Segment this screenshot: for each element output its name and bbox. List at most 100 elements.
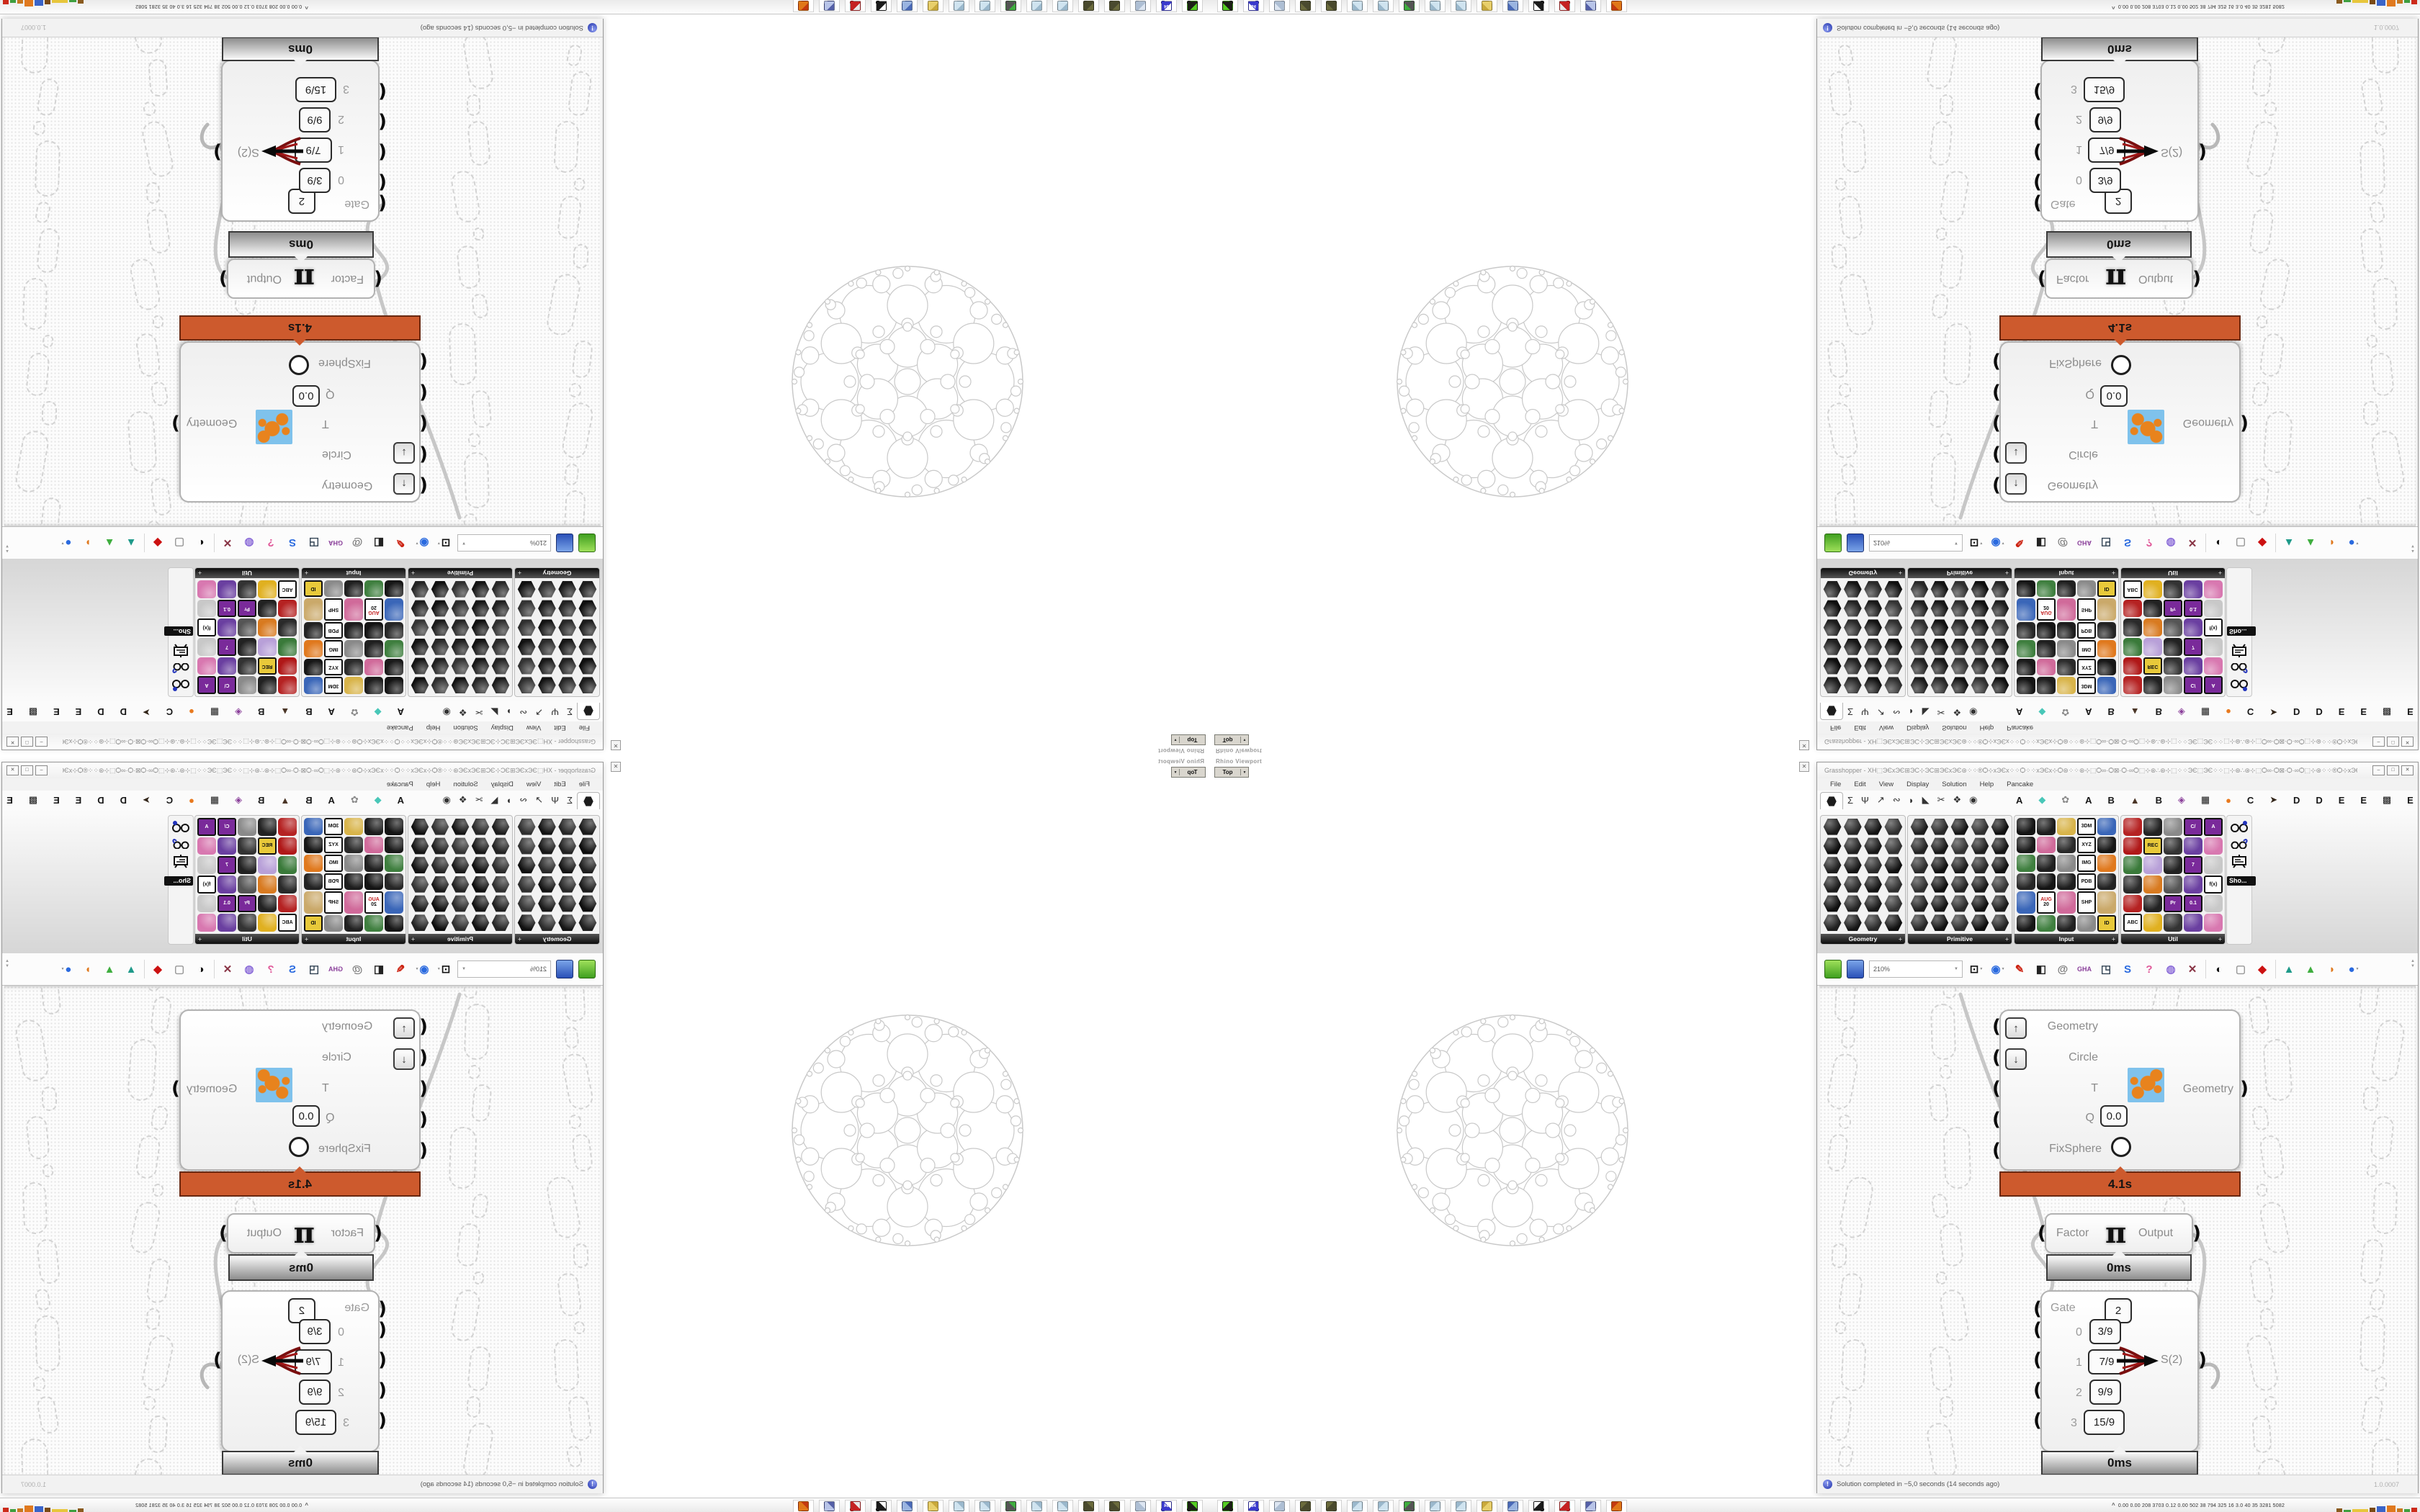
palette-icon[interactable]	[1930, 914, 1949, 932]
tab-params[interactable]	[1820, 792, 1843, 810]
dark-ball-icon[interactable]	[1078, 1500, 1099, 1512]
palette-icon[interactable]	[431, 580, 449, 598]
palette-icon[interactable]	[2097, 677, 2116, 694]
palette-icon[interactable]	[1823, 676, 1842, 694]
palette-icon[interactable]	[2184, 657, 2202, 675]
palette-icon[interactable]	[558, 580, 577, 598]
notepad-icon[interactable]	[949, 1500, 969, 1512]
palette-icon[interactable]	[411, 876, 429, 894]
palette-icon[interactable]	[278, 657, 297, 675]
plugin-tab-B-4[interactable]: B	[305, 794, 313, 806]
zoom-extents-icon[interactable]: ⊡	[435, 960, 452, 978]
palette-icon[interactable]	[1864, 600, 1883, 618]
notepad-icon[interactable]	[1373, 0, 1394, 12]
plugin-tab-icon-1[interactable]: ◆	[2038, 794, 2046, 805]
zoom-select[interactable]: 210% ▼	[1869, 960, 1963, 978]
palette-icon[interactable]	[2143, 676, 2162, 694]
palette-icon[interactable]	[258, 638, 277, 656]
palette-chip-PDB[interactable]: PDB	[324, 622, 343, 639]
swan-icon[interactable]	[871, 1500, 892, 1512]
palette-icon[interactable]	[324, 580, 343, 598]
palette-icon[interactable]	[278, 599, 297, 618]
palette-icon[interactable]	[364, 677, 383, 694]
monitor-green-icon[interactable]	[1399, 0, 1420, 12]
palette-icon[interactable]	[197, 599, 216, 618]
palette-chip-ABC[interactable]: ABC	[2123, 580, 2142, 598]
palette-icon[interactable]	[344, 640, 363, 657]
tab-display[interactable]: ◉	[442, 707, 451, 718]
component-stream-gate[interactable]: ( ( ( ( ( Gate 2 0 3/9 1 7/9 2 9/9 3 15/…	[213, 1290, 387, 1452]
palette-icon[interactable]	[451, 895, 470, 913]
palette-icon[interactable]	[1971, 638, 1989, 656]
preview-eye-icon[interactable]: ◉	[1989, 960, 2007, 978]
palette-icon[interactable]	[1930, 876, 1949, 893]
rhino-viewport[interactable]: Rhino Viewport Top ▼	[1210, 0, 2420, 756]
palette-icon[interactable]	[304, 677, 323, 694]
palette-chip-ABC[interactable]: ABC	[278, 914, 297, 932]
value-box[interactable]: 9/9	[299, 1380, 331, 1405]
input-grip[interactable]: (	[1992, 1016, 2001, 1038]
plugin-tab-icon-8[interactable]: ▦	[2200, 707, 2210, 718]
value-box[interactable]: 9/9	[299, 107, 331, 132]
palette-icon[interactable]	[278, 638, 297, 656]
plugin-tab-E-15[interactable]: E	[2360, 794, 2367, 806]
chevron-down-icon[interactable]: ▼	[1242, 770, 1247, 775]
palette-icon[interactable]	[471, 657, 490, 675]
palette-footer-util[interactable]: Util +	[2121, 568, 2225, 578]
palette-chip-0.1[interactable]: 0.1	[218, 599, 236, 618]
tab-sets[interactable]: Ψ	[1861, 706, 1869, 718]
palette-icon[interactable]	[344, 622, 363, 639]
red-badge-icon[interactable]	[1554, 0, 1575, 12]
palette-icon[interactable]	[2017, 855, 2035, 872]
viewport-tab-top[interactable]: Top ▼	[1171, 767, 1206, 778]
palette-icon[interactable]	[1844, 895, 1862, 912]
tab-intersect[interactable]: ✂	[1937, 707, 1945, 718]
palette-icon[interactable]	[2057, 580, 2076, 598]
palette-icon[interactable]	[537, 856, 556, 874]
palette-icon[interactable]	[2204, 856, 2223, 874]
input-grip[interactable]: (	[1992, 444, 2001, 465]
cylinder-icon[interactable]: ▢	[2235, 536, 2246, 549]
output-grip[interactable]: )	[2198, 1349, 2207, 1371]
maximize-button[interactable]: □	[21, 765, 33, 775]
palette-icon[interactable]	[304, 598, 323, 621]
help-icon[interactable]: ?	[2146, 536, 2153, 549]
palette-icon[interactable]	[385, 598, 403, 621]
palette-icon[interactable]	[2017, 891, 2035, 914]
input-grip[interactable]: (	[419, 413, 428, 434]
menu-item-view[interactable]: View	[526, 724, 542, 732]
menu-item-pancake[interactable]: Pancake	[2007, 724, 2034, 732]
palette-chip-f(x)[interactable]: f(x)	[2204, 875, 2223, 894]
sphere-icon[interactable]: ●	[2345, 960, 2362, 978]
input-grip[interactable]: (	[378, 1410, 387, 1431]
minimize-button[interactable]: –	[2372, 765, 2385, 775]
palette-icon[interactable]	[471, 618, 490, 636]
palette-icon[interactable]	[2097, 836, 2116, 853]
palette-icon[interactable]	[471, 818, 490, 836]
input-grip[interactable]: (	[2033, 1319, 2042, 1341]
palette-icon[interactable]	[2164, 856, 2182, 874]
cone-teal-icon[interactable]: ▲	[125, 536, 137, 549]
palette-icon[interactable]	[2057, 873, 2076, 890]
palette-icon[interactable]	[385, 580, 403, 598]
palette-icon[interactable]	[558, 914, 577, 932]
palette-chip-IMG[interactable]: IMG	[2077, 855, 2096, 872]
palette-icon[interactable]	[2097, 873, 2116, 890]
palette-icon[interactable]	[517, 837, 536, 855]
palette-icon[interactable]	[364, 640, 383, 657]
palette-icon[interactable]	[238, 837, 256, 855]
save-file-icon[interactable]	[1847, 960, 1864, 978]
input-grip[interactable]: (	[1992, 351, 2001, 372]
palette-icon[interactable]	[1844, 818, 1862, 835]
printer-icon[interactable]	[1130, 1500, 1151, 1512]
input-grip[interactable]: (	[419, 351, 428, 372]
component-fixsphere[interactable]: ( ( ( ( ( ↑ ↓ Geometry Circle T Q 0.0 Fi…	[171, 341, 428, 503]
palette-icon[interactable]	[2123, 676, 2142, 694]
palette-icon[interactable]	[411, 657, 429, 675]
palette-icon[interactable]	[2077, 914, 2096, 932]
palette-icon[interactable]	[385, 873, 403, 890]
notepad-icon[interactable]	[1026, 0, 1047, 12]
palette-icon[interactable]	[411, 638, 429, 656]
palette-icon[interactable]	[2123, 618, 2142, 637]
plugin-tab-E-14[interactable]: E	[75, 706, 82, 718]
